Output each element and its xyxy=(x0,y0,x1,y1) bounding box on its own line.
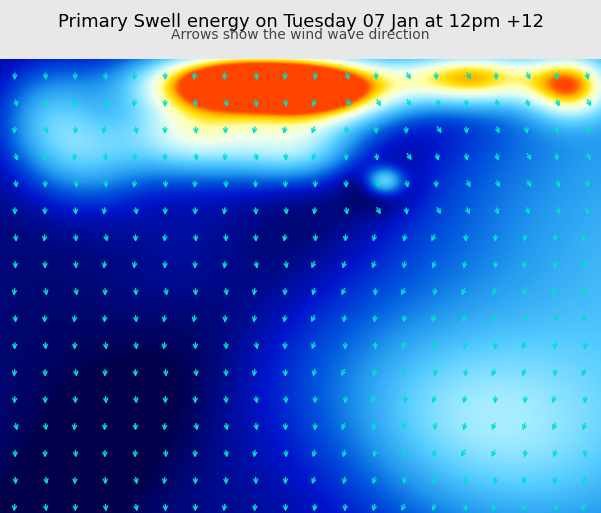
Text: Primary Swell energy on Tuesday 07 Jan at 12pm +12: Primary Swell energy on Tuesday 07 Jan a… xyxy=(58,13,543,31)
Text: Arrows show the wind wave direction: Arrows show the wind wave direction xyxy=(171,28,430,42)
